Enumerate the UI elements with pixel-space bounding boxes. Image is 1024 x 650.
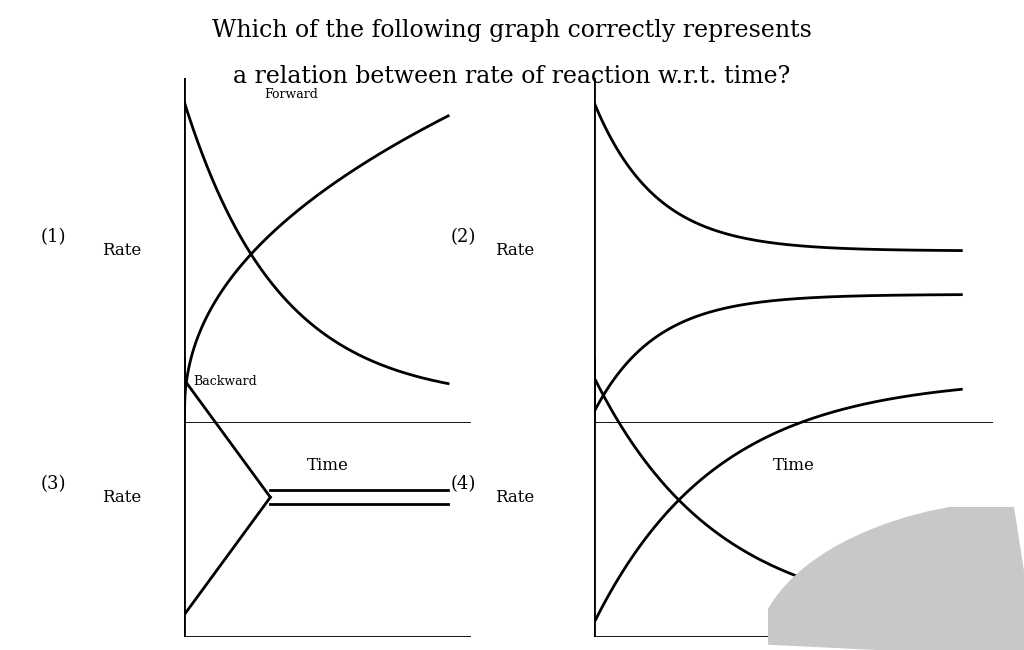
Text: (1): (1) bbox=[41, 228, 67, 246]
Text: Forward: Forward bbox=[264, 88, 318, 101]
Text: Rate: Rate bbox=[102, 242, 141, 259]
Text: Rate: Rate bbox=[495, 489, 535, 506]
Text: (4): (4) bbox=[451, 475, 476, 493]
Wedge shape bbox=[757, 500, 1024, 650]
Text: Rate: Rate bbox=[495, 242, 535, 259]
Text: Rate: Rate bbox=[102, 489, 141, 506]
Text: Backward: Backward bbox=[193, 375, 257, 388]
Text: Time: Time bbox=[307, 457, 348, 474]
Text: (3): (3) bbox=[41, 475, 67, 493]
Text: Which of the following graph correctly represents: Which of the following graph correctly r… bbox=[212, 20, 812, 42]
Text: (2): (2) bbox=[451, 228, 476, 246]
Text: a relation between rate of reaction w.r.t. time?: a relation between rate of reaction w.r.… bbox=[233, 65, 791, 88]
Text: Time: Time bbox=[773, 457, 814, 474]
